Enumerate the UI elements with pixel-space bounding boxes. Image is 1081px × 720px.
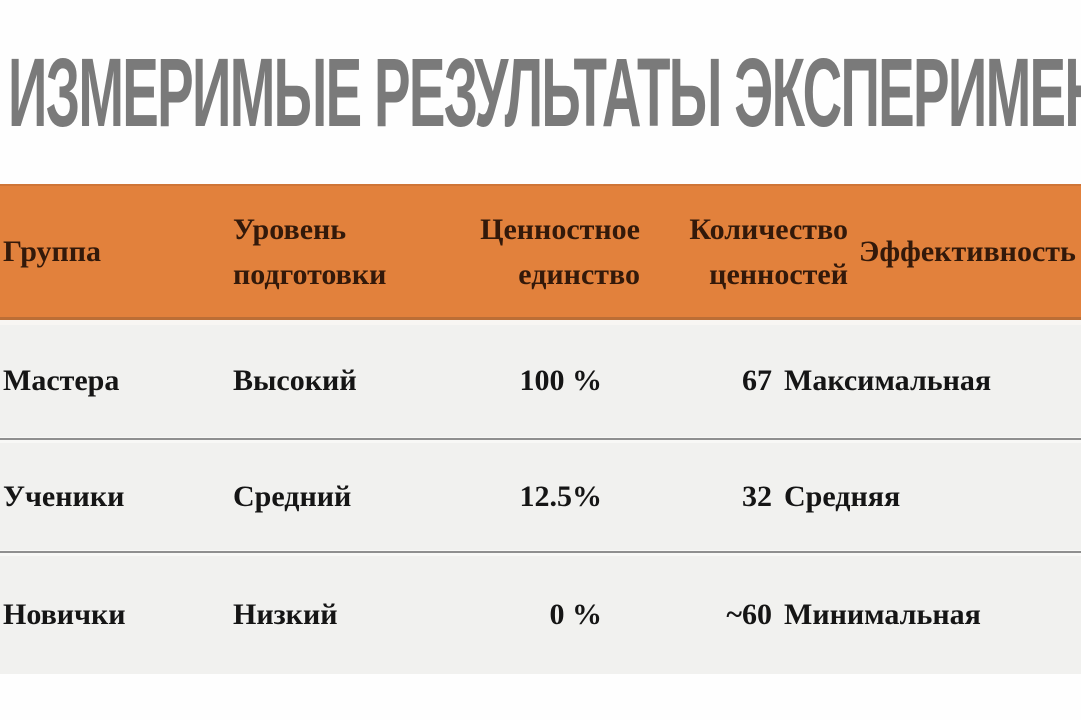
results-table: Группа Уровень подготовки Ценностное еди… — [0, 184, 1081, 674]
column-header-values-count: Количество ценностей — [689, 212, 848, 291]
column-header-value-unity: Ценностное единство — [480, 212, 640, 291]
cell-effectiveness: Максимальная — [784, 364, 992, 397]
cell-value-unity: 12.5% — [519, 479, 603, 513]
table-row-students: Ученики Средний 12.5% 32 Средняя — [0, 443, 1081, 550]
cell-value-unity: 0 % — [549, 598, 603, 631]
cell-group: Новички — [3, 598, 126, 631]
cell-training-level: Высокий — [233, 364, 357, 397]
table-row-novices: Новички Низкий 0 % ~60 Минимальная — [0, 556, 1081, 674]
cell-effectiveness: Минимальная — [784, 598, 981, 631]
table-header-row: Группа Уровень подготовки Ценностное еди… — [0, 184, 1081, 320]
table-row-masters: Мастера Высокий 100 % 67 Максимальная — [0, 325, 1081, 437]
row-divider — [0, 437, 1081, 443]
slide-title: ИЗМЕРИМЫЕ РЕЗУЛЬТАТЫ ЭКСПЕРИМЕНТ — [8, 38, 1081, 147]
cell-group: Мастера — [3, 364, 120, 397]
column-header-group: Группа — [3, 235, 102, 268]
column-header-training-level: Уровень подготовки — [233, 212, 387, 291]
results-table-viewport: Группа Уровень подготовки Ценностное еди… — [0, 184, 1081, 674]
cell-group: Ученики — [3, 479, 125, 513]
cell-values-count: ~60 — [726, 598, 772, 631]
cell-training-level: Низкий — [233, 598, 338, 631]
cell-effectiveness: Средняя — [784, 479, 901, 513]
cell-values-count: 32 — [742, 479, 772, 513]
cell-value-unity: 100 % — [519, 364, 603, 397]
cell-values-count: 67 — [742, 364, 772, 397]
cell-training-level: Средний — [233, 479, 352, 513]
row-divider — [0, 550, 1081, 556]
column-header-effectiveness: Эффективность — [859, 235, 1076, 268]
header-body-divider — [0, 320, 1081, 325]
